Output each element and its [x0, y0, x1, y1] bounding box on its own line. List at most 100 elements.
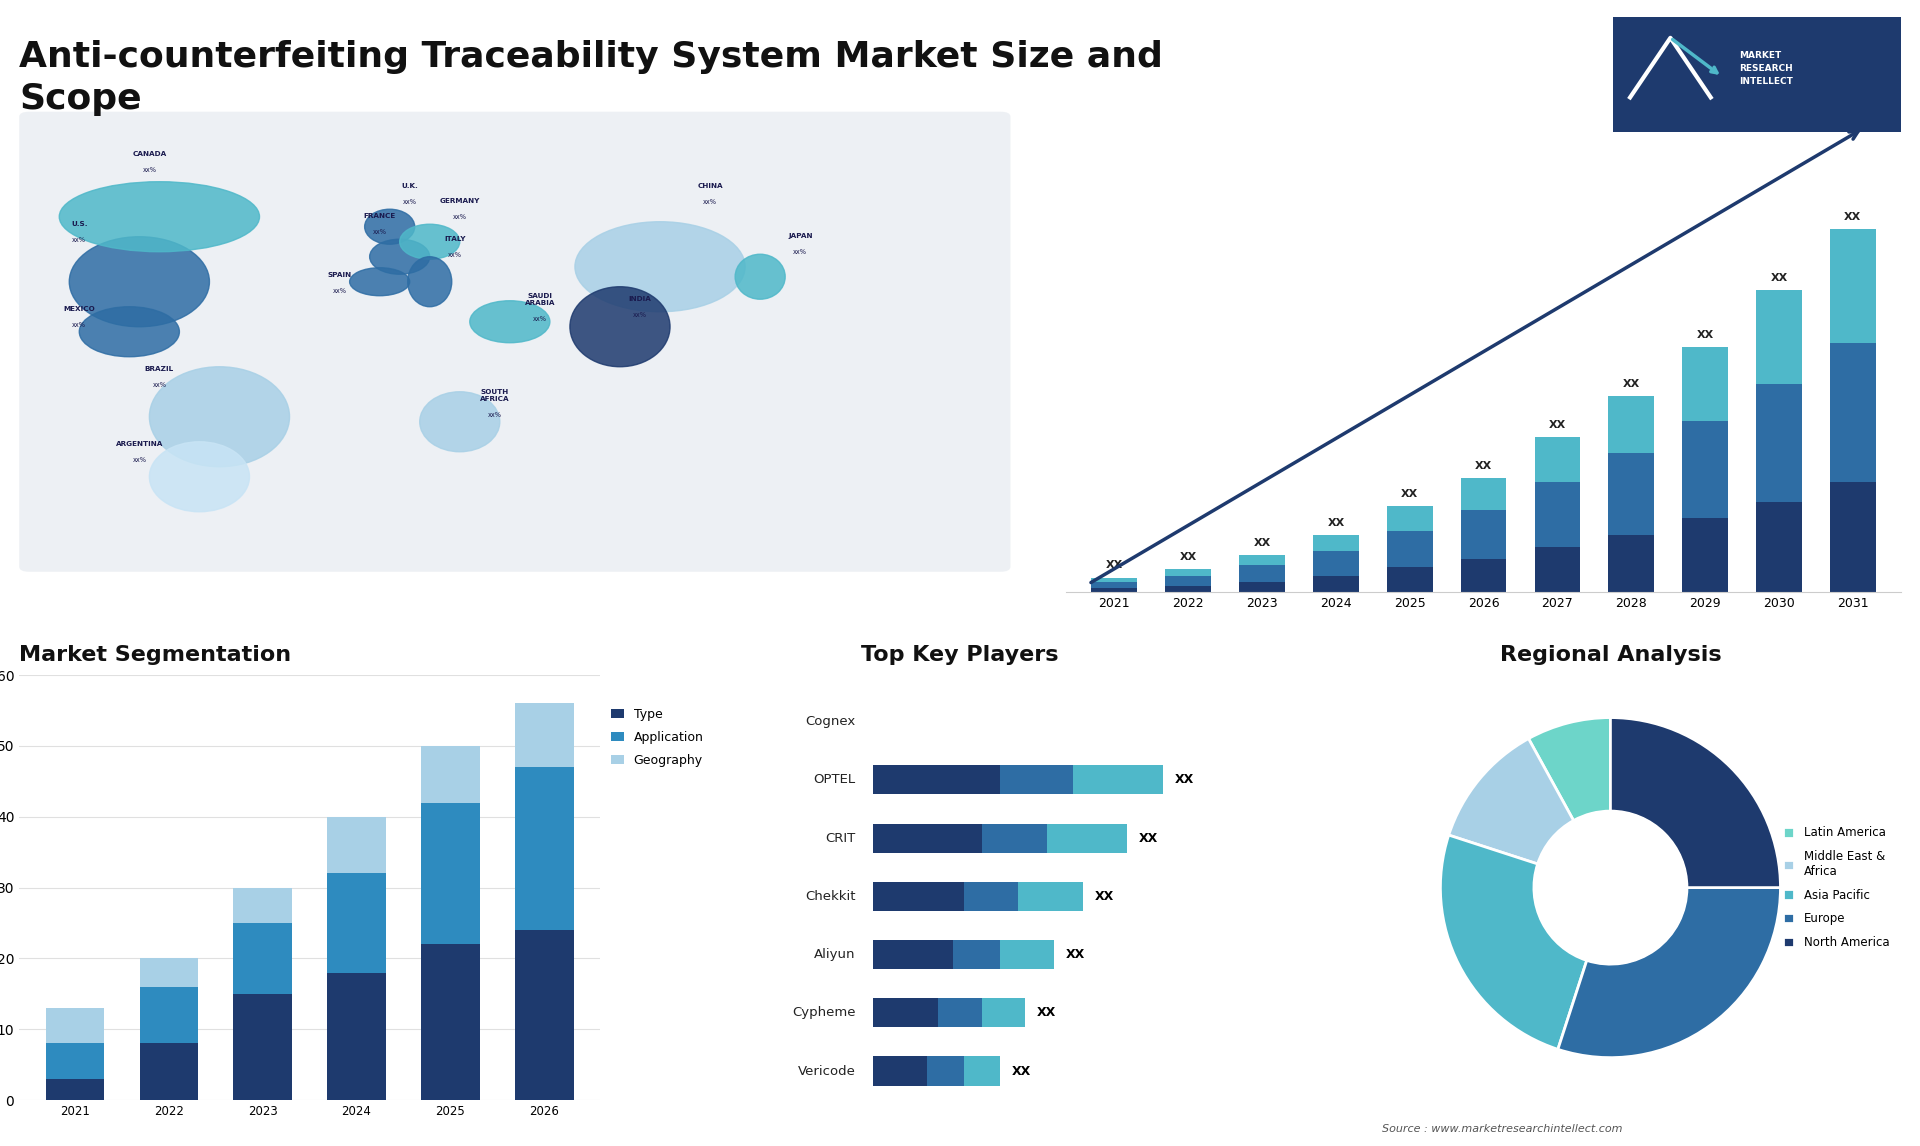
Ellipse shape — [371, 240, 430, 274]
Text: CANADA: CANADA — [132, 150, 167, 157]
FancyBboxPatch shape — [19, 111, 1010, 572]
Text: XX: XX — [1175, 774, 1194, 786]
Ellipse shape — [574, 221, 745, 312]
Text: XX: XX — [1106, 560, 1123, 571]
Ellipse shape — [420, 392, 499, 452]
Text: XX: XX — [1327, 518, 1344, 527]
FancyBboxPatch shape — [1607, 15, 1907, 134]
Text: Market Segmentation: Market Segmentation — [19, 645, 292, 665]
Text: MARKET
RESEARCH
INTELLECT: MARKET RESEARCH INTELLECT — [1740, 52, 1793, 86]
Bar — [46, 1008, 104, 1044]
Wedge shape — [1440, 835, 1586, 1050]
Text: Source : www.marketresearchintellect.com: Source : www.marketresearchintellect.com — [1382, 1124, 1622, 1135]
Text: ITALY: ITALY — [444, 236, 465, 242]
Text: SOUTH
AFRICA: SOUTH AFRICA — [480, 388, 509, 402]
Text: xx%: xx% — [703, 199, 716, 205]
Bar — [1386, 531, 1432, 567]
Bar — [981, 824, 1046, 853]
Bar — [515, 931, 574, 1100]
Text: XX: XX — [1845, 212, 1860, 222]
Bar — [328, 817, 386, 873]
Text: XX: XX — [1094, 889, 1114, 903]
Text: xx%: xx% — [142, 166, 156, 173]
Bar — [1534, 437, 1580, 481]
Text: U.S.: U.S. — [71, 221, 88, 227]
Ellipse shape — [79, 307, 179, 356]
Bar — [1534, 547, 1580, 591]
Bar — [1830, 229, 1876, 344]
Text: CHINA: CHINA — [697, 183, 724, 189]
Bar — [1313, 575, 1359, 591]
Ellipse shape — [570, 286, 670, 367]
Legend: Type, Application, Geography: Type, Application, Geography — [607, 702, 708, 771]
Text: U.K.: U.K. — [401, 183, 419, 189]
Bar — [1757, 502, 1801, 591]
Text: Cypheme: Cypheme — [791, 1006, 856, 1019]
Text: Chekkit: Chekkit — [804, 889, 856, 903]
Bar — [874, 824, 981, 853]
Bar — [1165, 575, 1212, 586]
Circle shape — [1534, 811, 1688, 964]
Bar — [874, 940, 952, 970]
Text: xx%: xx% — [73, 237, 86, 243]
Bar — [1461, 559, 1507, 591]
Text: xx%: xx% — [372, 229, 386, 235]
Bar — [1830, 481, 1876, 591]
Bar — [1238, 565, 1284, 582]
Text: xx%: xx% — [793, 249, 806, 256]
Text: XX: XX — [1012, 1065, 1031, 1077]
Ellipse shape — [349, 268, 409, 296]
Wedge shape — [1557, 888, 1780, 1058]
Text: XX: XX — [1254, 537, 1271, 548]
Bar — [1682, 347, 1728, 421]
Text: xx%: xx% — [447, 252, 463, 258]
Bar — [1091, 578, 1137, 582]
Text: FRANCE: FRANCE — [363, 213, 396, 219]
Bar — [420, 746, 480, 802]
Bar — [515, 767, 574, 931]
Text: XX: XX — [1066, 948, 1085, 961]
Text: Anti-counterfeiting Traceability System Market Size and
Scope: Anti-counterfeiting Traceability System … — [19, 40, 1164, 116]
Bar — [939, 998, 981, 1027]
Text: GERMANY: GERMANY — [440, 198, 480, 204]
Bar — [1238, 582, 1284, 591]
Text: XX: XX — [1475, 461, 1492, 471]
Bar — [1091, 588, 1137, 591]
Text: Aliyun: Aliyun — [814, 948, 856, 961]
Bar — [1046, 824, 1127, 853]
Bar — [1165, 586, 1212, 591]
Bar — [874, 998, 939, 1027]
Text: Cognex: Cognex — [804, 715, 856, 728]
Text: SAUDI
ARABIA: SAUDI ARABIA — [524, 292, 555, 306]
Bar — [420, 802, 480, 944]
Bar — [328, 873, 386, 973]
Text: Vericode: Vericode — [797, 1065, 856, 1077]
Text: xx%: xx% — [534, 316, 547, 322]
Bar — [234, 923, 292, 994]
Bar — [328, 973, 386, 1100]
Bar — [1073, 766, 1164, 794]
Bar — [1313, 535, 1359, 551]
Ellipse shape — [60, 182, 259, 252]
Bar — [1461, 478, 1507, 510]
Bar — [420, 944, 480, 1100]
Bar — [964, 881, 1018, 911]
Text: xx%: xx% — [453, 214, 467, 220]
Text: JAPAN: JAPAN — [787, 234, 812, 240]
Wedge shape — [1528, 717, 1611, 821]
Bar — [952, 940, 1000, 970]
Title: Top Key Players: Top Key Players — [862, 645, 1058, 665]
Ellipse shape — [735, 254, 785, 299]
Bar — [140, 987, 198, 1044]
Text: CRIT: CRIT — [826, 832, 856, 845]
Text: xx%: xx% — [73, 322, 86, 328]
Text: BRAZIL: BRAZIL — [144, 366, 175, 371]
Text: XX: XX — [1402, 489, 1419, 499]
Text: xx%: xx% — [152, 382, 167, 387]
Ellipse shape — [407, 257, 451, 307]
Text: XX: XX — [1622, 379, 1640, 390]
Bar — [234, 888, 292, 923]
Text: XX: XX — [1037, 1006, 1056, 1019]
Bar — [1238, 555, 1284, 565]
Bar — [1609, 454, 1655, 535]
